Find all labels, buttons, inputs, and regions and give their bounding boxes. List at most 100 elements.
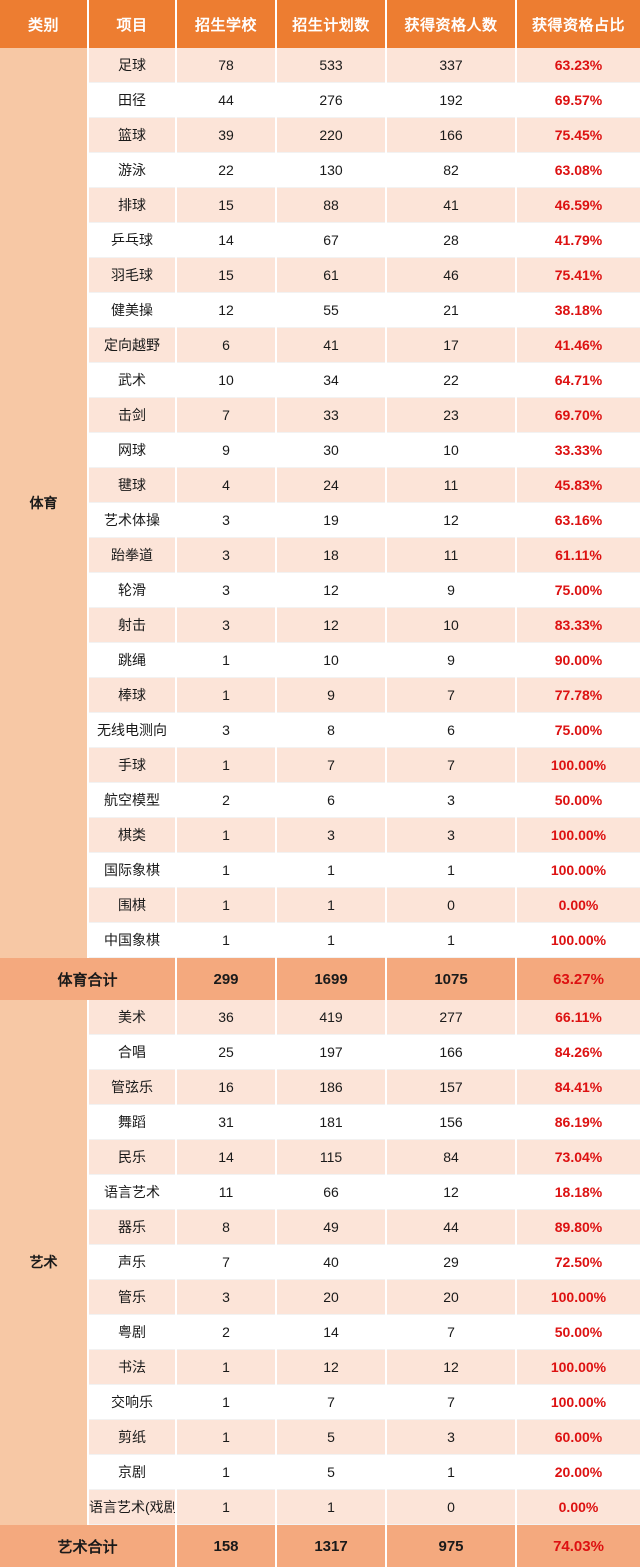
ratio-cell: 100.00% xyxy=(516,923,640,958)
item-name-cell: 手球 xyxy=(88,748,176,783)
plan-count-cell: 197 xyxy=(276,1035,386,1070)
table-header: 类别 项目 招生学校 招生计划数 获得资格人数 获得资格占比 xyxy=(0,0,640,48)
schools-count-cell: 39 xyxy=(176,118,276,153)
ratio-cell: 33.33% xyxy=(516,433,640,468)
schools-count-cell: 10 xyxy=(176,363,276,398)
plan-count-cell: 181 xyxy=(276,1105,386,1140)
plan-count-cell: 12 xyxy=(276,1350,386,1385)
schools-count-cell: 15 xyxy=(176,188,276,223)
plan-count-cell: 10 xyxy=(276,643,386,678)
ratio-cell: 77.78% xyxy=(516,678,640,713)
qualified-count-cell: 3 xyxy=(386,818,516,853)
schools-count-cell: 3 xyxy=(176,713,276,748)
ratio-cell: 84.26% xyxy=(516,1035,640,1070)
qualified-count-cell: 10 xyxy=(386,608,516,643)
total-schools-cell: 299 xyxy=(176,958,276,1001)
schools-count-cell: 3 xyxy=(176,608,276,643)
qualified-count-cell: 22 xyxy=(386,363,516,398)
ratio-cell: 100.00% xyxy=(516,1280,640,1315)
qualified-count-cell: 11 xyxy=(386,468,516,503)
plan-count-cell: 30 xyxy=(276,433,386,468)
ratio-cell: 75.41% xyxy=(516,258,640,293)
item-name-cell: 合唱 xyxy=(88,1035,176,1070)
qualified-count-cell: 192 xyxy=(386,83,516,118)
qualified-count-cell: 46 xyxy=(386,258,516,293)
plan-count-cell: 1 xyxy=(276,888,386,923)
item-name-cell: 棋类 xyxy=(88,818,176,853)
plan-count-cell: 1 xyxy=(276,853,386,888)
item-name-cell: 剪纸 xyxy=(88,1420,176,1455)
qualified-count-cell: 84 xyxy=(386,1140,516,1175)
column-header-schools: 招生学校 xyxy=(176,0,276,48)
qualified-count-cell: 9 xyxy=(386,643,516,678)
item-name-cell: 航空模型 xyxy=(88,783,176,818)
ratio-cell: 60.00% xyxy=(516,1420,640,1455)
schools-count-cell: 1 xyxy=(176,1455,276,1490)
schools-count-cell: 1 xyxy=(176,853,276,888)
schools-count-cell: 78 xyxy=(176,48,276,83)
item-name-cell: 射击 xyxy=(88,608,176,643)
item-name-cell: 健美操 xyxy=(88,293,176,328)
plan-count-cell: 12 xyxy=(276,573,386,608)
plan-count-cell: 8 xyxy=(276,713,386,748)
ratio-cell: 84.41% xyxy=(516,1070,640,1105)
header-row: 类别 项目 招生学校 招生计划数 获得资格人数 获得资格占比 xyxy=(0,0,640,48)
ratio-cell: 63.16% xyxy=(516,503,640,538)
ratio-cell: 45.83% xyxy=(516,468,640,503)
qualified-count-cell: 156 xyxy=(386,1105,516,1140)
ratio-cell: 100.00% xyxy=(516,818,640,853)
qualified-count-cell: 82 xyxy=(386,153,516,188)
item-name-cell: 乒乓球 xyxy=(88,223,176,258)
qualified-count-cell: 1 xyxy=(386,923,516,958)
item-name-cell: 无线电测向 xyxy=(88,713,176,748)
qualified-count-cell: 12 xyxy=(386,503,516,538)
qualified-count-cell: 9 xyxy=(386,573,516,608)
schools-count-cell: 3 xyxy=(176,573,276,608)
item-name-cell: 美术 xyxy=(88,1000,176,1035)
ratio-cell: 63.08% xyxy=(516,153,640,188)
plan-count-cell: 5 xyxy=(276,1420,386,1455)
plan-count-cell: 40 xyxy=(276,1245,386,1280)
category-cell-体育: 体育 xyxy=(0,48,88,958)
plan-count-cell: 186 xyxy=(276,1070,386,1105)
qualified-count-cell: 29 xyxy=(386,1245,516,1280)
item-name-cell: 语言艺术 xyxy=(88,1175,176,1210)
ratio-cell: 75.00% xyxy=(516,573,640,608)
schools-count-cell: 31 xyxy=(176,1105,276,1140)
total-plan-cell: 1699 xyxy=(276,958,386,1001)
plan-count-cell: 7 xyxy=(276,1385,386,1420)
schools-count-cell: 7 xyxy=(176,398,276,433)
qualified-count-cell: 44 xyxy=(386,1210,516,1245)
plan-count-cell: 6 xyxy=(276,783,386,818)
column-header-plan: 招生计划数 xyxy=(276,0,386,48)
item-name-cell: 国际象棋 xyxy=(88,853,176,888)
column-header-ratio: 获得资格占比 xyxy=(516,0,640,48)
item-name-cell: 田径 xyxy=(88,83,176,118)
schools-count-cell: 44 xyxy=(176,83,276,118)
ratio-cell: 66.11% xyxy=(516,1000,640,1035)
plan-count-cell: 19 xyxy=(276,503,386,538)
item-name-cell: 舞蹈 xyxy=(88,1105,176,1140)
qualified-count-cell: 6 xyxy=(386,713,516,748)
qualified-count-cell: 3 xyxy=(386,1420,516,1455)
schools-count-cell: 4 xyxy=(176,468,276,503)
item-name-cell: 跳绳 xyxy=(88,643,176,678)
schools-count-cell: 22 xyxy=(176,153,276,188)
item-name-cell: 粤剧 xyxy=(88,1315,176,1350)
ratio-cell: 83.33% xyxy=(516,608,640,643)
category-cell-艺术: 艺术 xyxy=(0,1000,88,1525)
